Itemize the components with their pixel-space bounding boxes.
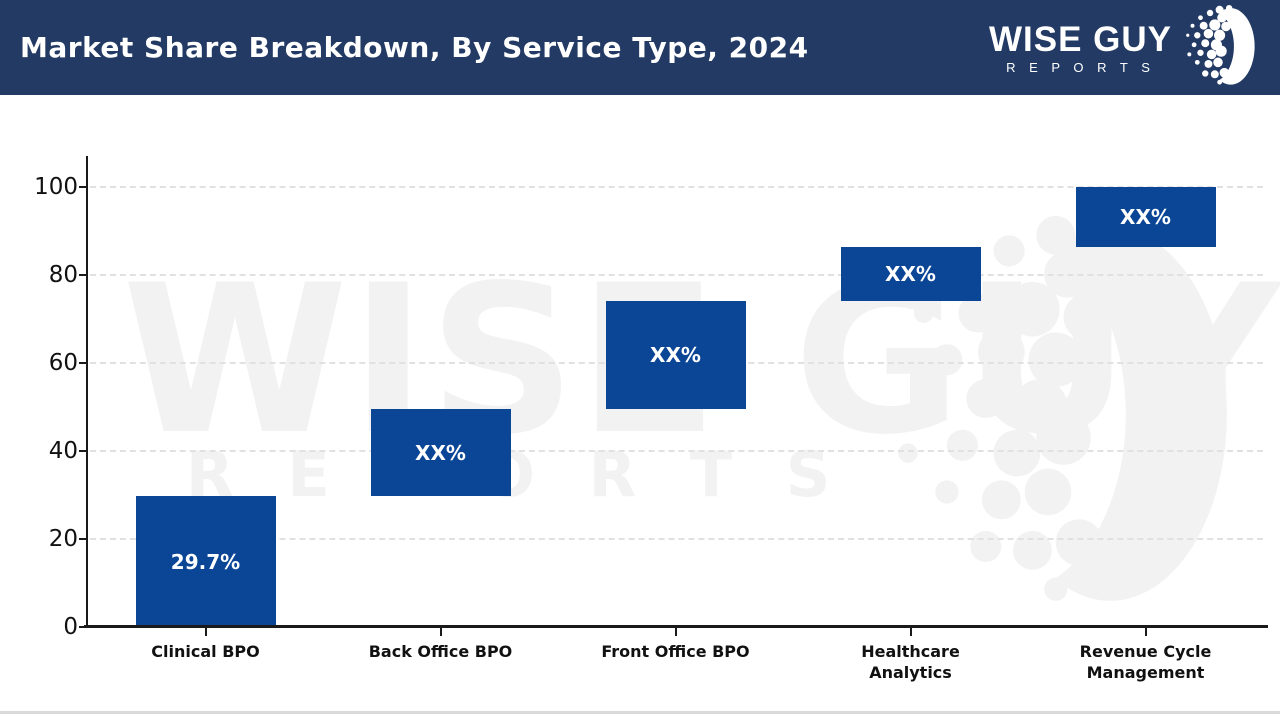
y-axis-tick-label: 100: [34, 174, 78, 200]
logo-name: WISE GUY: [988, 19, 1172, 59]
x-axis-label-front-office-bpo: Front Office BPO: [601, 642, 750, 661]
page-title: Market Share Breakdown, By Service Type,…: [20, 31, 809, 64]
logo-wordmark: WISE GUY R E P O R T S: [989, 22, 1172, 74]
gridline: [90, 274, 1263, 276]
watermark-text-line2: R E P O R T S: [186, 438, 847, 511]
logo-head-icon: [1186, 4, 1255, 85]
bar-healthcare-analytics: [840, 247, 981, 301]
bar-front-office-bpo: [605, 300, 746, 410]
y-axis-tickmark: [79, 274, 87, 276]
y-axis-tickmark: [79, 450, 87, 452]
bar-value-label: XX%: [885, 261, 936, 286]
y-axis-tick-label: 80: [48, 262, 78, 288]
x-axis-tickmark: [204, 628, 207, 636]
y-axis-tickmark: [79, 626, 87, 628]
bar-back-office-bpo: [370, 409, 511, 497]
y-axis-tickmark: [79, 362, 87, 364]
wiseguy-logo: WISE GUY R E P O R T S: [989, 4, 1280, 91]
gridline: [90, 538, 1263, 540]
x-axis-label-clinical-bpo: Clinical BPO: [151, 642, 260, 661]
bar-value-label: 29.7%: [170, 549, 241, 574]
x-axis-label-revenue-cycle-management: Revenue Cycle Management: [1079, 642, 1212, 682]
x-axis-spine: [84, 625, 1268, 628]
x-axis-tickmark: [439, 628, 442, 636]
y-axis-tick-label: 0: [63, 614, 78, 640]
logo-tagline: R E P O R T S: [1006, 59, 1155, 75]
y-axis-spine: [86, 156, 88, 628]
gridline: [90, 186, 1263, 188]
bar-value-label: XX%: [650, 342, 701, 367]
y-axis-tick-label: 20: [48, 526, 78, 552]
gridline: [90, 450, 1263, 452]
footer-divider: [0, 711, 1280, 714]
y-axis-tickmark: [79, 538, 87, 540]
x-axis-tickmark: [909, 628, 912, 636]
bar-value-label: XX%: [415, 440, 466, 465]
y-axis-tick-label: 40: [48, 438, 78, 464]
bar-clinical-bpo: [135, 496, 276, 627]
header-bar: Market Share Breakdown, By Service Type,…: [0, 0, 1280, 95]
x-axis-label-healthcare-analytics: Healthcare Analytics: [861, 642, 960, 682]
y-axis-tick-label: 60: [48, 350, 78, 376]
bar-revenue-cycle-management: [1075, 187, 1216, 248]
x-axis-tickmark: [674, 628, 677, 636]
x-axis-tickmark: [1144, 628, 1147, 636]
x-axis-label-back-office-bpo: Back Office BPO: [368, 642, 513, 661]
y-axis-tickmark: [79, 186, 87, 188]
bar-value-label: XX%: [1120, 205, 1171, 230]
